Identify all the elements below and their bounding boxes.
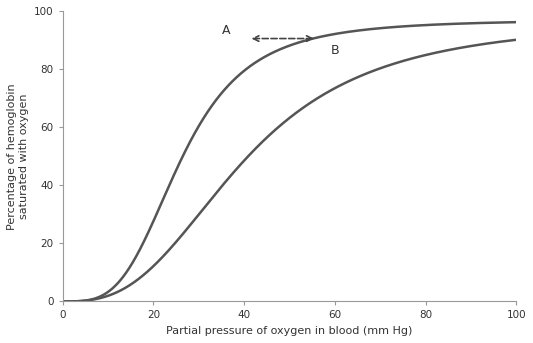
Text: B: B xyxy=(330,45,339,57)
Text: A: A xyxy=(222,24,230,37)
Y-axis label: Percentage of hemoglobin
saturated with oxygen: Percentage of hemoglobin saturated with … xyxy=(7,83,29,229)
X-axis label: Partial pressure of oxygen in blood (mm Hg): Partial pressure of oxygen in blood (mm … xyxy=(166,326,413,336)
